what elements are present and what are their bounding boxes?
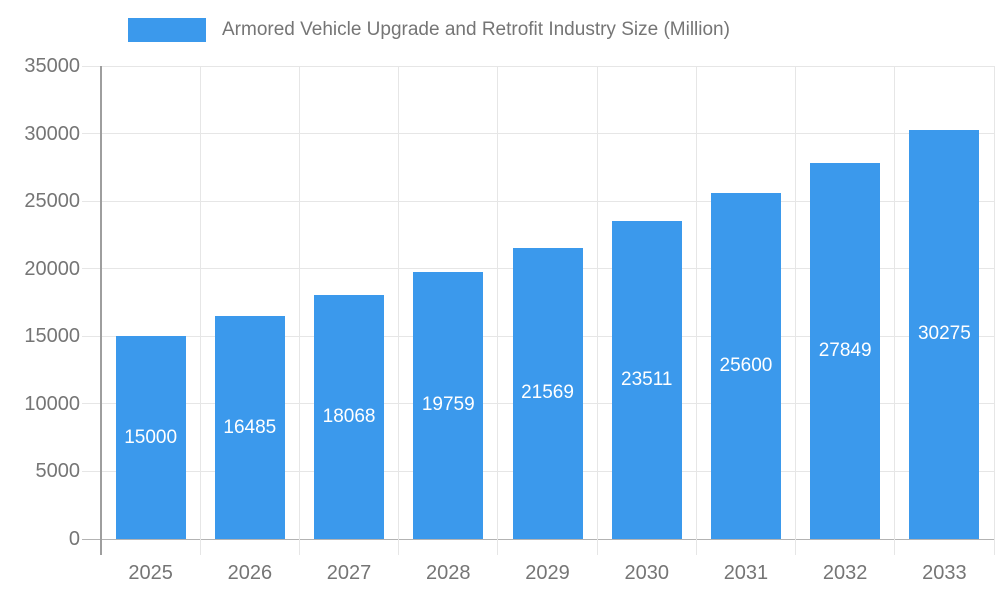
y-tick-label: 0: [68, 528, 80, 550]
bar[interactable]: [810, 162, 881, 539]
v-gridline: [298, 66, 300, 555]
y-tick-label: 10000: [24, 392, 80, 415]
y-tick-label: 5000: [35, 460, 81, 483]
bar[interactable]: [314, 294, 385, 539]
y-tick-label: 30000: [24, 122, 80, 145]
h-gridline: [82, 133, 994, 135]
bar-value-label: 30275: [917, 323, 971, 345]
y-tick-label: 35000: [24, 55, 80, 77]
y-tick-label: 15000: [24, 325, 80, 348]
x-tick-label: 2033: [922, 562, 967, 584]
x-tick-label: 2030: [624, 562, 669, 584]
legend-swatch-icon: [128, 18, 206, 42]
bar-value-label: 23511: [621, 369, 673, 391]
legend-item[interactable]: Armored Vehicle Upgrade and Retrofit Ind…: [128, 17, 730, 43]
y-tick-label: 25000: [24, 190, 80, 213]
bar-value-label: 18068: [322, 405, 376, 427]
x-tick-label: 2031: [723, 562, 769, 584]
x-tick-label: 2029: [525, 562, 570, 584]
h-gridline: [82, 200, 994, 202]
bar[interactable]: [413, 271, 484, 539]
bar[interactable]: [214, 316, 285, 539]
x-tick-label: 2025: [128, 562, 173, 584]
bar-value-label: 15000: [124, 426, 178, 448]
bar-value-label: 25600: [719, 355, 773, 377]
x-tick-label: 2028: [426, 562, 471, 584]
v-gridline: [695, 66, 697, 555]
v-gridline: [398, 66, 400, 555]
bar-value-label: 21569: [521, 382, 574, 404]
bar-value-label: 19759: [421, 394, 475, 416]
chart-title: Armored Vehicle Upgrade and Retrofit Ind…: [222, 19, 730, 40]
bar[interactable]: [909, 129, 980, 539]
v-gridline: [894, 66, 896, 555]
bar[interactable]: [115, 336, 186, 539]
bar-value-label: 16485: [223, 416, 277, 438]
v-gridline: [795, 66, 797, 555]
v-gridline: [199, 66, 201, 555]
bar-value-label: 27849: [818, 339, 872, 361]
x-axis-line: [82, 538, 994, 540]
v-gridline: [497, 66, 499, 555]
v-gridline: [596, 66, 598, 555]
y-tick-label: 20000: [24, 257, 80, 280]
bar[interactable]: [611, 221, 682, 539]
x-tick-label: 2032: [822, 562, 868, 584]
h-gridline: [82, 65, 994, 67]
x-tick-label: 2026: [227, 562, 273, 584]
y-axis-line: [100, 66, 102, 555]
bar[interactable]: [512, 247, 583, 539]
bar[interactable]: [710, 193, 781, 539]
x-tick-label: 2027: [326, 562, 372, 584]
v-gridline: [993, 66, 995, 555]
